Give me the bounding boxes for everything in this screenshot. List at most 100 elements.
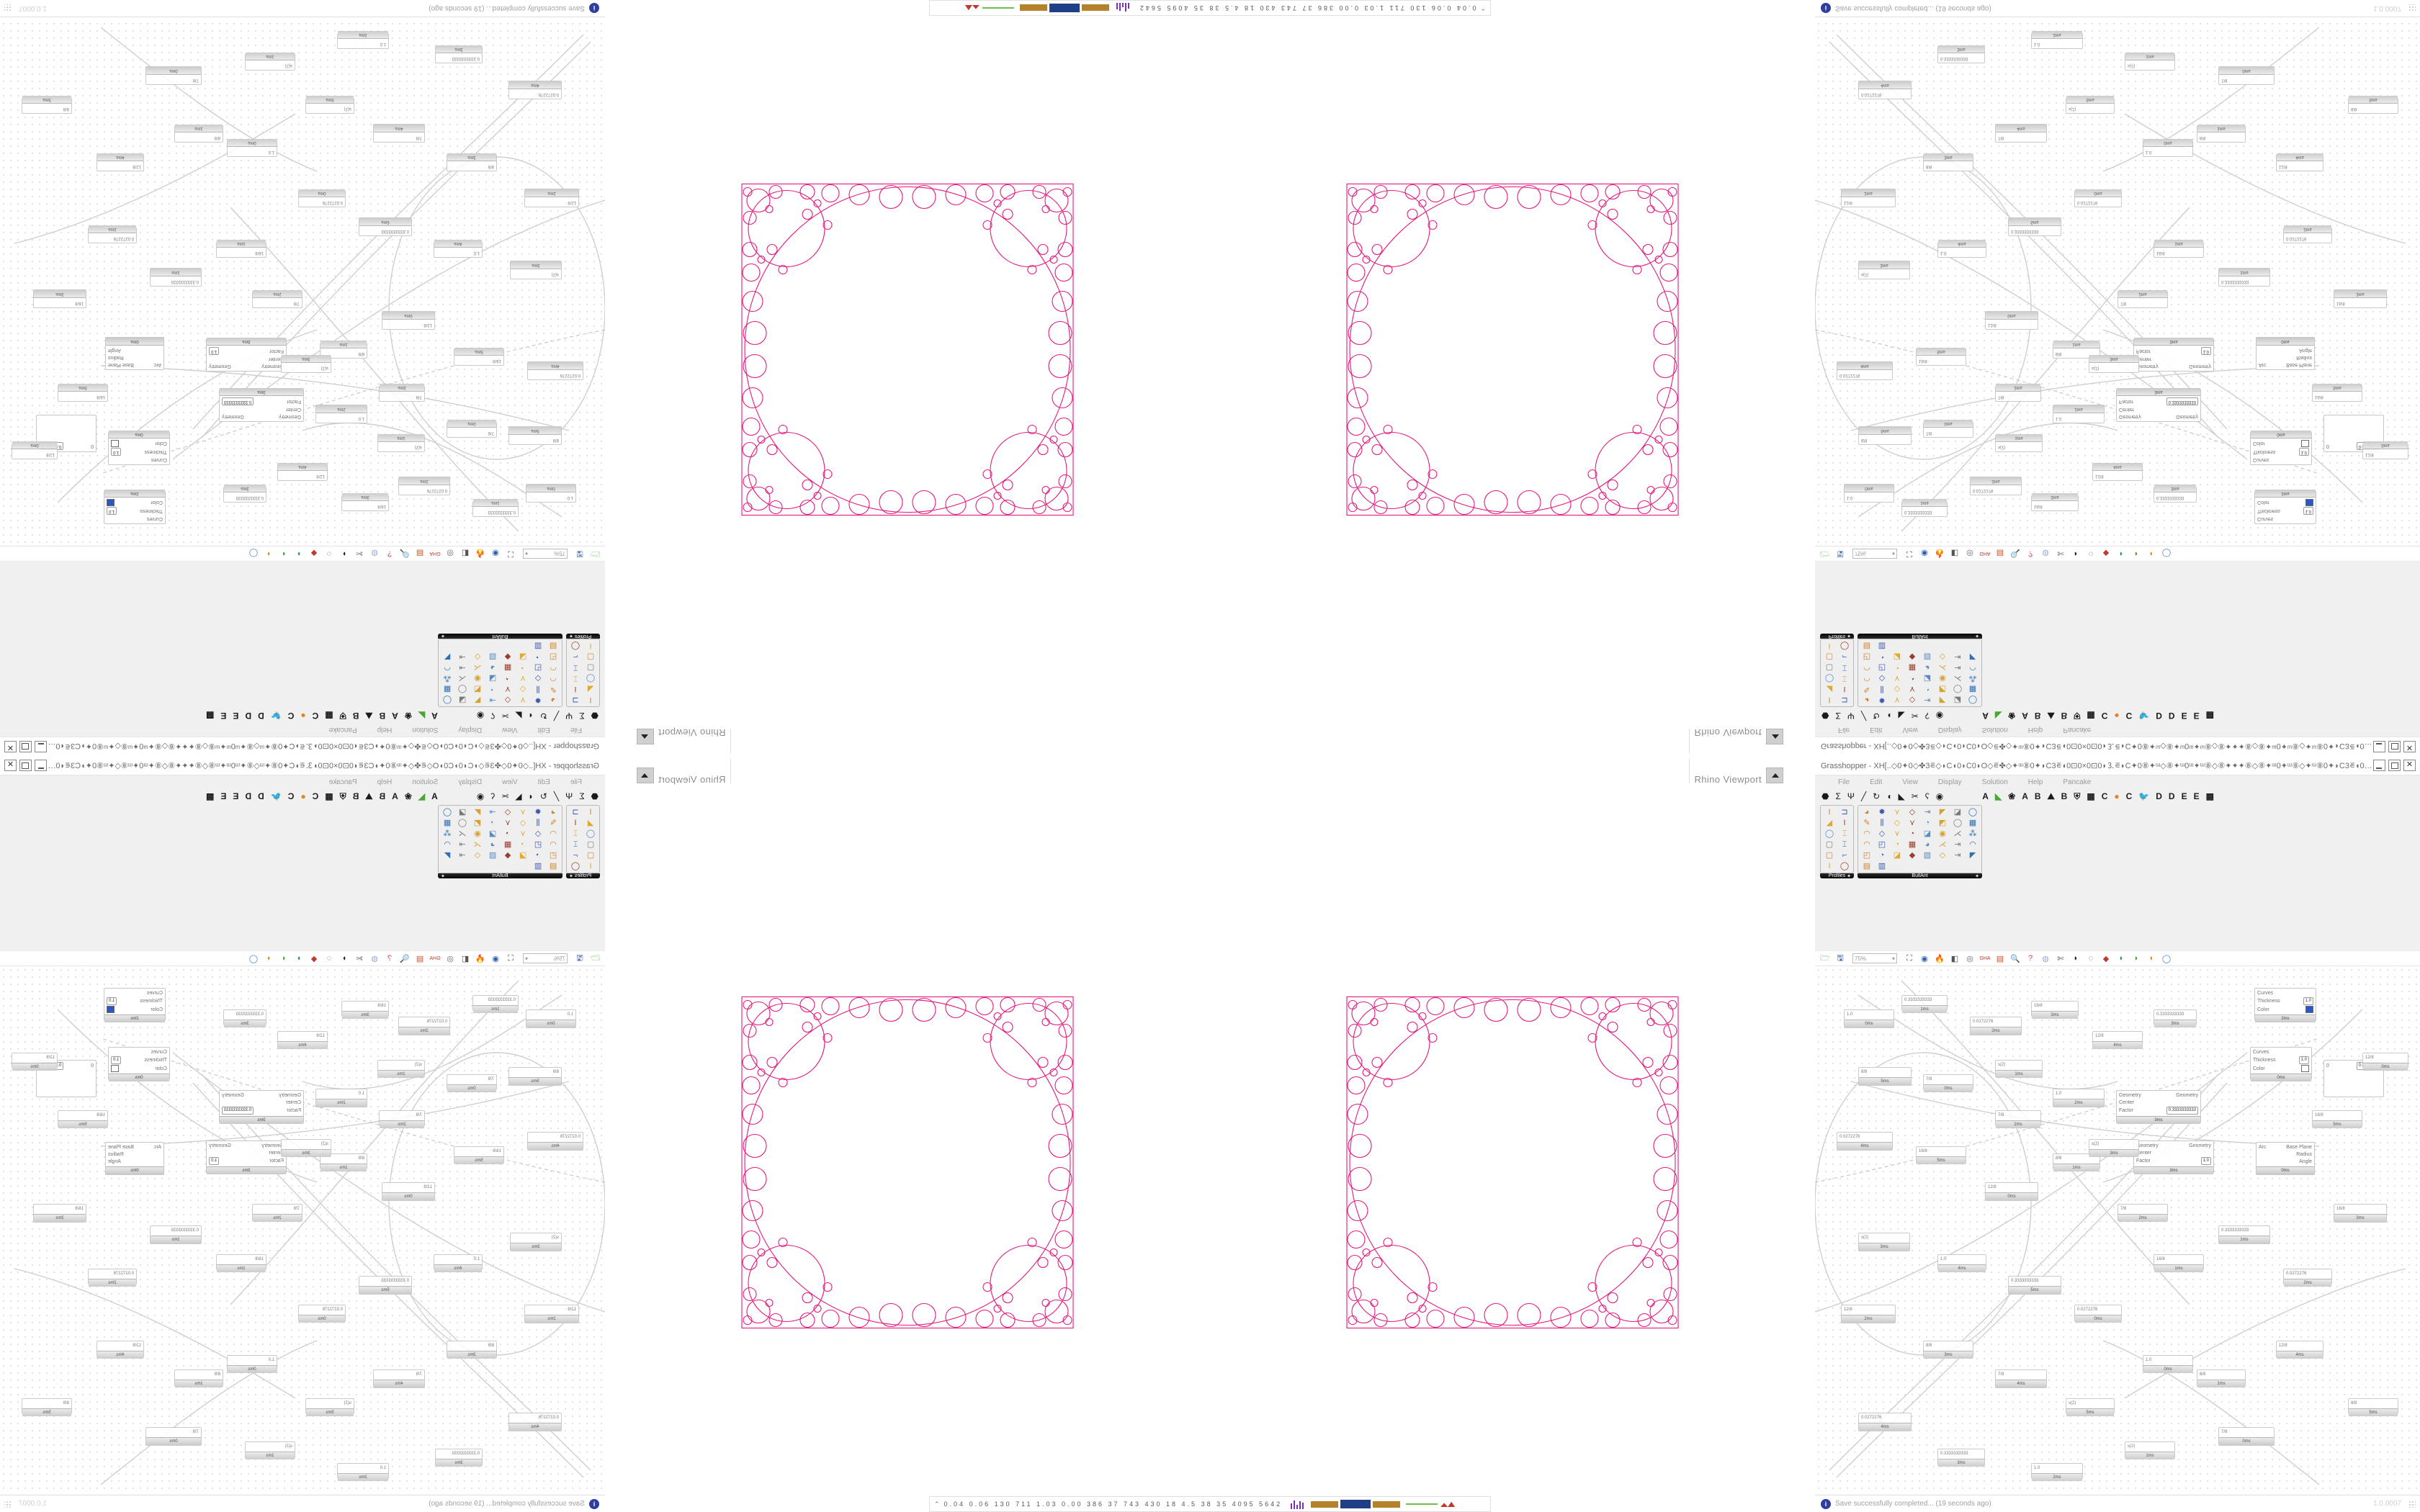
toolbar-button[interactable]: ◰ xyxy=(1863,652,1871,662)
tab-d[interactable]: D xyxy=(258,711,264,721)
toolbar-button[interactable]: ◇ xyxy=(474,652,481,662)
port-input-label[interactable]: Curves xyxy=(2257,516,2274,521)
port-value[interactable]: 1.0 xyxy=(2298,448,2309,456)
port-input-label[interactable]: 12/8 xyxy=(316,474,325,478)
port-input-label[interactable]: 16/8 xyxy=(2034,1004,2043,1008)
preview-eye-icon[interactable]: ◉ xyxy=(492,549,499,558)
port-input-label[interactable]: Color xyxy=(155,441,167,446)
gh-component[interactable]: 7/8 0ms xyxy=(1923,1074,1973,1092)
gh-component[interactable]: 12/8 2ms xyxy=(524,189,579,207)
menu-item-pancake[interactable]: Pancake xyxy=(2063,726,2092,734)
toolbar-button[interactable]: ◆ xyxy=(504,850,511,860)
toolbar-button[interactable]: ◠ xyxy=(1969,663,1976,672)
sigma-icon[interactable]: Σ xyxy=(579,791,585,801)
port-input-label[interactable]: 1.0 xyxy=(567,495,573,500)
spiral-icon[interactable]: ↻ xyxy=(1873,791,1881,801)
toolbar-button[interactable]: ◠ xyxy=(1863,674,1870,683)
toolbar-button[interactable]: ◇ xyxy=(1939,652,1946,662)
port-input-label[interactable]: Color xyxy=(151,500,163,505)
toolbar-button[interactable]: ◔ xyxy=(1894,663,1900,672)
menu-item-solution[interactable]: Solution xyxy=(1981,726,2008,734)
gh-component[interactable]: 7/8 2ms xyxy=(252,290,302,308)
toolbar-button[interactable]: ⊐ xyxy=(1841,696,1848,705)
search-icon[interactable]: 🔍 xyxy=(400,954,410,963)
toolbar-button[interactable]: ▥ xyxy=(534,861,542,870)
green-shape-icon[interactable]: ◗ xyxy=(2133,954,2139,963)
gh-component[interactable]: Arc Base Plane Radius Angle 0ms xyxy=(105,1142,164,1175)
taskbar-caret[interactable]: ⌃ xyxy=(1480,4,1486,12)
hook-icon[interactable]: ʕ xyxy=(490,791,496,801)
toolbar-palette-bullant[interactable]: ◕ ✹ ⋎ ◇ ⇥ ◤ ◪ ◯ ✎ ⫼ ◇ ⋎ ◔ ◩ ◯ ▦ ◠ ◇ ⋎ ◔ ◪ ◉ ⋌ ⁂ ◠ ◰ ◔ ▦ ◕ ⋌ ⇥ ◠ ◰ ◔ ◪ ◆ ▧ ◇ ⇥ ◤… xyxy=(1857,805,1982,879)
ribbon-left-icons[interactable]: ⬣ Σ Ψ ╱ ↻ ◖ ◣ ✂ ʕ ◉ xyxy=(477,711,605,721)
port-input-label[interactable]: 7/8 xyxy=(1998,135,2004,140)
toolbar-button[interactable]: ◔ xyxy=(1909,829,1915,838)
port-input-label[interactable]: 16/8 xyxy=(75,301,84,305)
gh-component[interactable]: 12/8 0ms xyxy=(1985,1182,2038,1201)
tab-e[interactable]: E xyxy=(2181,791,2187,801)
gh-component[interactable]: Curves Thickness 1.0 Color 2ms xyxy=(104,490,166,524)
gh-component[interactable]: 0.0272276 2ms xyxy=(2283,225,2332,243)
port-input-label[interactable]: 0 xyxy=(2326,444,2329,449)
gh-component[interactable]: Curves Thickness 1.0 Color 2ms xyxy=(2254,988,2316,1022)
port-input-label[interactable]: 0.0272276 xyxy=(560,1135,581,1139)
menu-item-display[interactable]: Display xyxy=(458,726,483,734)
toolbar-button[interactable]: ▦ xyxy=(1908,663,1917,672)
port-output-label[interactable]: Base Plane xyxy=(2286,362,2312,367)
gh-component[interactable]: 16/8 3ms xyxy=(2334,289,2387,308)
eye-icon[interactable]: ◉ xyxy=(476,791,485,801)
palette-title-bar[interactable]: Profiles ✦ xyxy=(566,873,600,879)
grasshopper-canvas[interactable]: Curves Thickness 1.0 Color 2ms Curves Thicknes… xyxy=(0,966,605,1495)
toolbar-button[interactable]: ◯ xyxy=(442,696,452,705)
toolbar-button[interactable]: ◩ xyxy=(1938,685,1947,694)
gh-component[interactable]: s(2) 1ms xyxy=(377,434,425,452)
gh-component[interactable]: 0.3333333333 5ms xyxy=(2008,1276,2061,1295)
port-input-label[interactable]: 16/8 xyxy=(2315,1113,2323,1117)
sigma-icon[interactable]: Σ xyxy=(1835,711,1841,721)
port-input-label[interactable]: s(2) xyxy=(321,1142,328,1146)
toolbar-button[interactable]: ⋌ xyxy=(473,663,482,672)
tab-c2[interactable]: C xyxy=(2125,711,2133,721)
toolbar-button[interactable]: ⇥ xyxy=(1954,652,1961,662)
port-input-label[interactable]: 12/8 xyxy=(133,164,141,168)
port-input-label[interactable]: Thickness xyxy=(144,449,167,454)
close-button[interactable]: ✕ xyxy=(2403,741,2416,752)
ribbon-tabs[interactable]: A ◣ ❀ A B ⛰ B ⛨ ▦ C ● C 🐦 D D E E ▩ xyxy=(206,791,438,801)
scissors-icon[interactable]: ✄ xyxy=(2057,954,2064,963)
gh-component[interactable]: 0.0272276 2ms xyxy=(398,477,450,495)
toolbar-button[interactable]: ⊐ xyxy=(1841,807,1848,816)
port-input-label[interactable]: s(2) xyxy=(344,107,351,111)
color-swatch[interactable] xyxy=(2305,1006,2313,1013)
port-input-label[interactable]: 12/8 xyxy=(1988,323,1996,327)
port-input-label[interactable]: Curves xyxy=(2257,991,2274,996)
toolbar-button[interactable]: ▦ xyxy=(443,685,452,694)
gh-component[interactable]: 0.3333333333 1ms xyxy=(2218,1225,2270,1244)
port-input-label[interactable]: 12/8 xyxy=(1844,1308,1852,1312)
spiral-icon[interactable]: ↻ xyxy=(539,711,547,721)
psi-icon[interactable]: Ψ xyxy=(1847,711,1855,721)
toolbar-button[interactable]: ◰ xyxy=(549,652,557,662)
toolbar-button[interactable]: ◠ xyxy=(1863,663,1870,672)
blob-icon[interactable]: ◖ xyxy=(1886,711,1892,721)
grasshopper-titlebar[interactable]: Grasshopper - XH[..◇0✦0◇✤3⋷◇◗C◖0◗C0◗O◇⋷✤… xyxy=(1815,737,2420,756)
toolbar-button[interactable]: ◯ xyxy=(1824,674,1834,683)
gh-component[interactable]: 1.0 0ms xyxy=(1844,484,1894,503)
toolbar-button[interactable]: ⋌ xyxy=(1953,829,1962,838)
chevron-down-icon[interactable]: ▾ xyxy=(1891,550,1895,557)
toolbar-button[interactable]: ⇥ xyxy=(1954,663,1961,672)
red-shape-icon[interactable]: ◆ xyxy=(310,549,318,558)
port-input-label[interactable]: 0.0272276 xyxy=(1839,1135,1860,1139)
port-input-label[interactable]: s(2) xyxy=(551,272,559,276)
gh-component[interactable]: 7/8 4ms xyxy=(1995,1369,2047,1388)
toolbar-button[interactable]: ◔ xyxy=(1924,818,1930,827)
toolbar-button[interactable]: ⋎ xyxy=(1894,829,1901,838)
gh-component[interactable]: 7/8 0ms xyxy=(145,1427,202,1446)
palette-expander-icon[interactable]: ✦ xyxy=(441,873,445,879)
toolbar-button[interactable]: ⌶ xyxy=(573,829,578,838)
port-input-label[interactable]: 12/8 xyxy=(2279,1344,2287,1348)
port-input-label[interactable]: 12/8 xyxy=(2095,474,2104,478)
toolbar-button[interactable]: ⋌ xyxy=(458,829,467,838)
rhino-viewport-canvas[interactable] xyxy=(1210,0,1815,724)
grasshopper-canvas[interactable]: Curves Thickness 1.0 Color 2ms Curves Thicknes… xyxy=(1815,966,2420,1495)
gh-component[interactable]: 7/8 2ms xyxy=(1995,384,2041,402)
grasshopper-canvas[interactable]: Curves Thickness 1.0 Color 2ms Curves Thicknes… xyxy=(1815,17,2420,546)
